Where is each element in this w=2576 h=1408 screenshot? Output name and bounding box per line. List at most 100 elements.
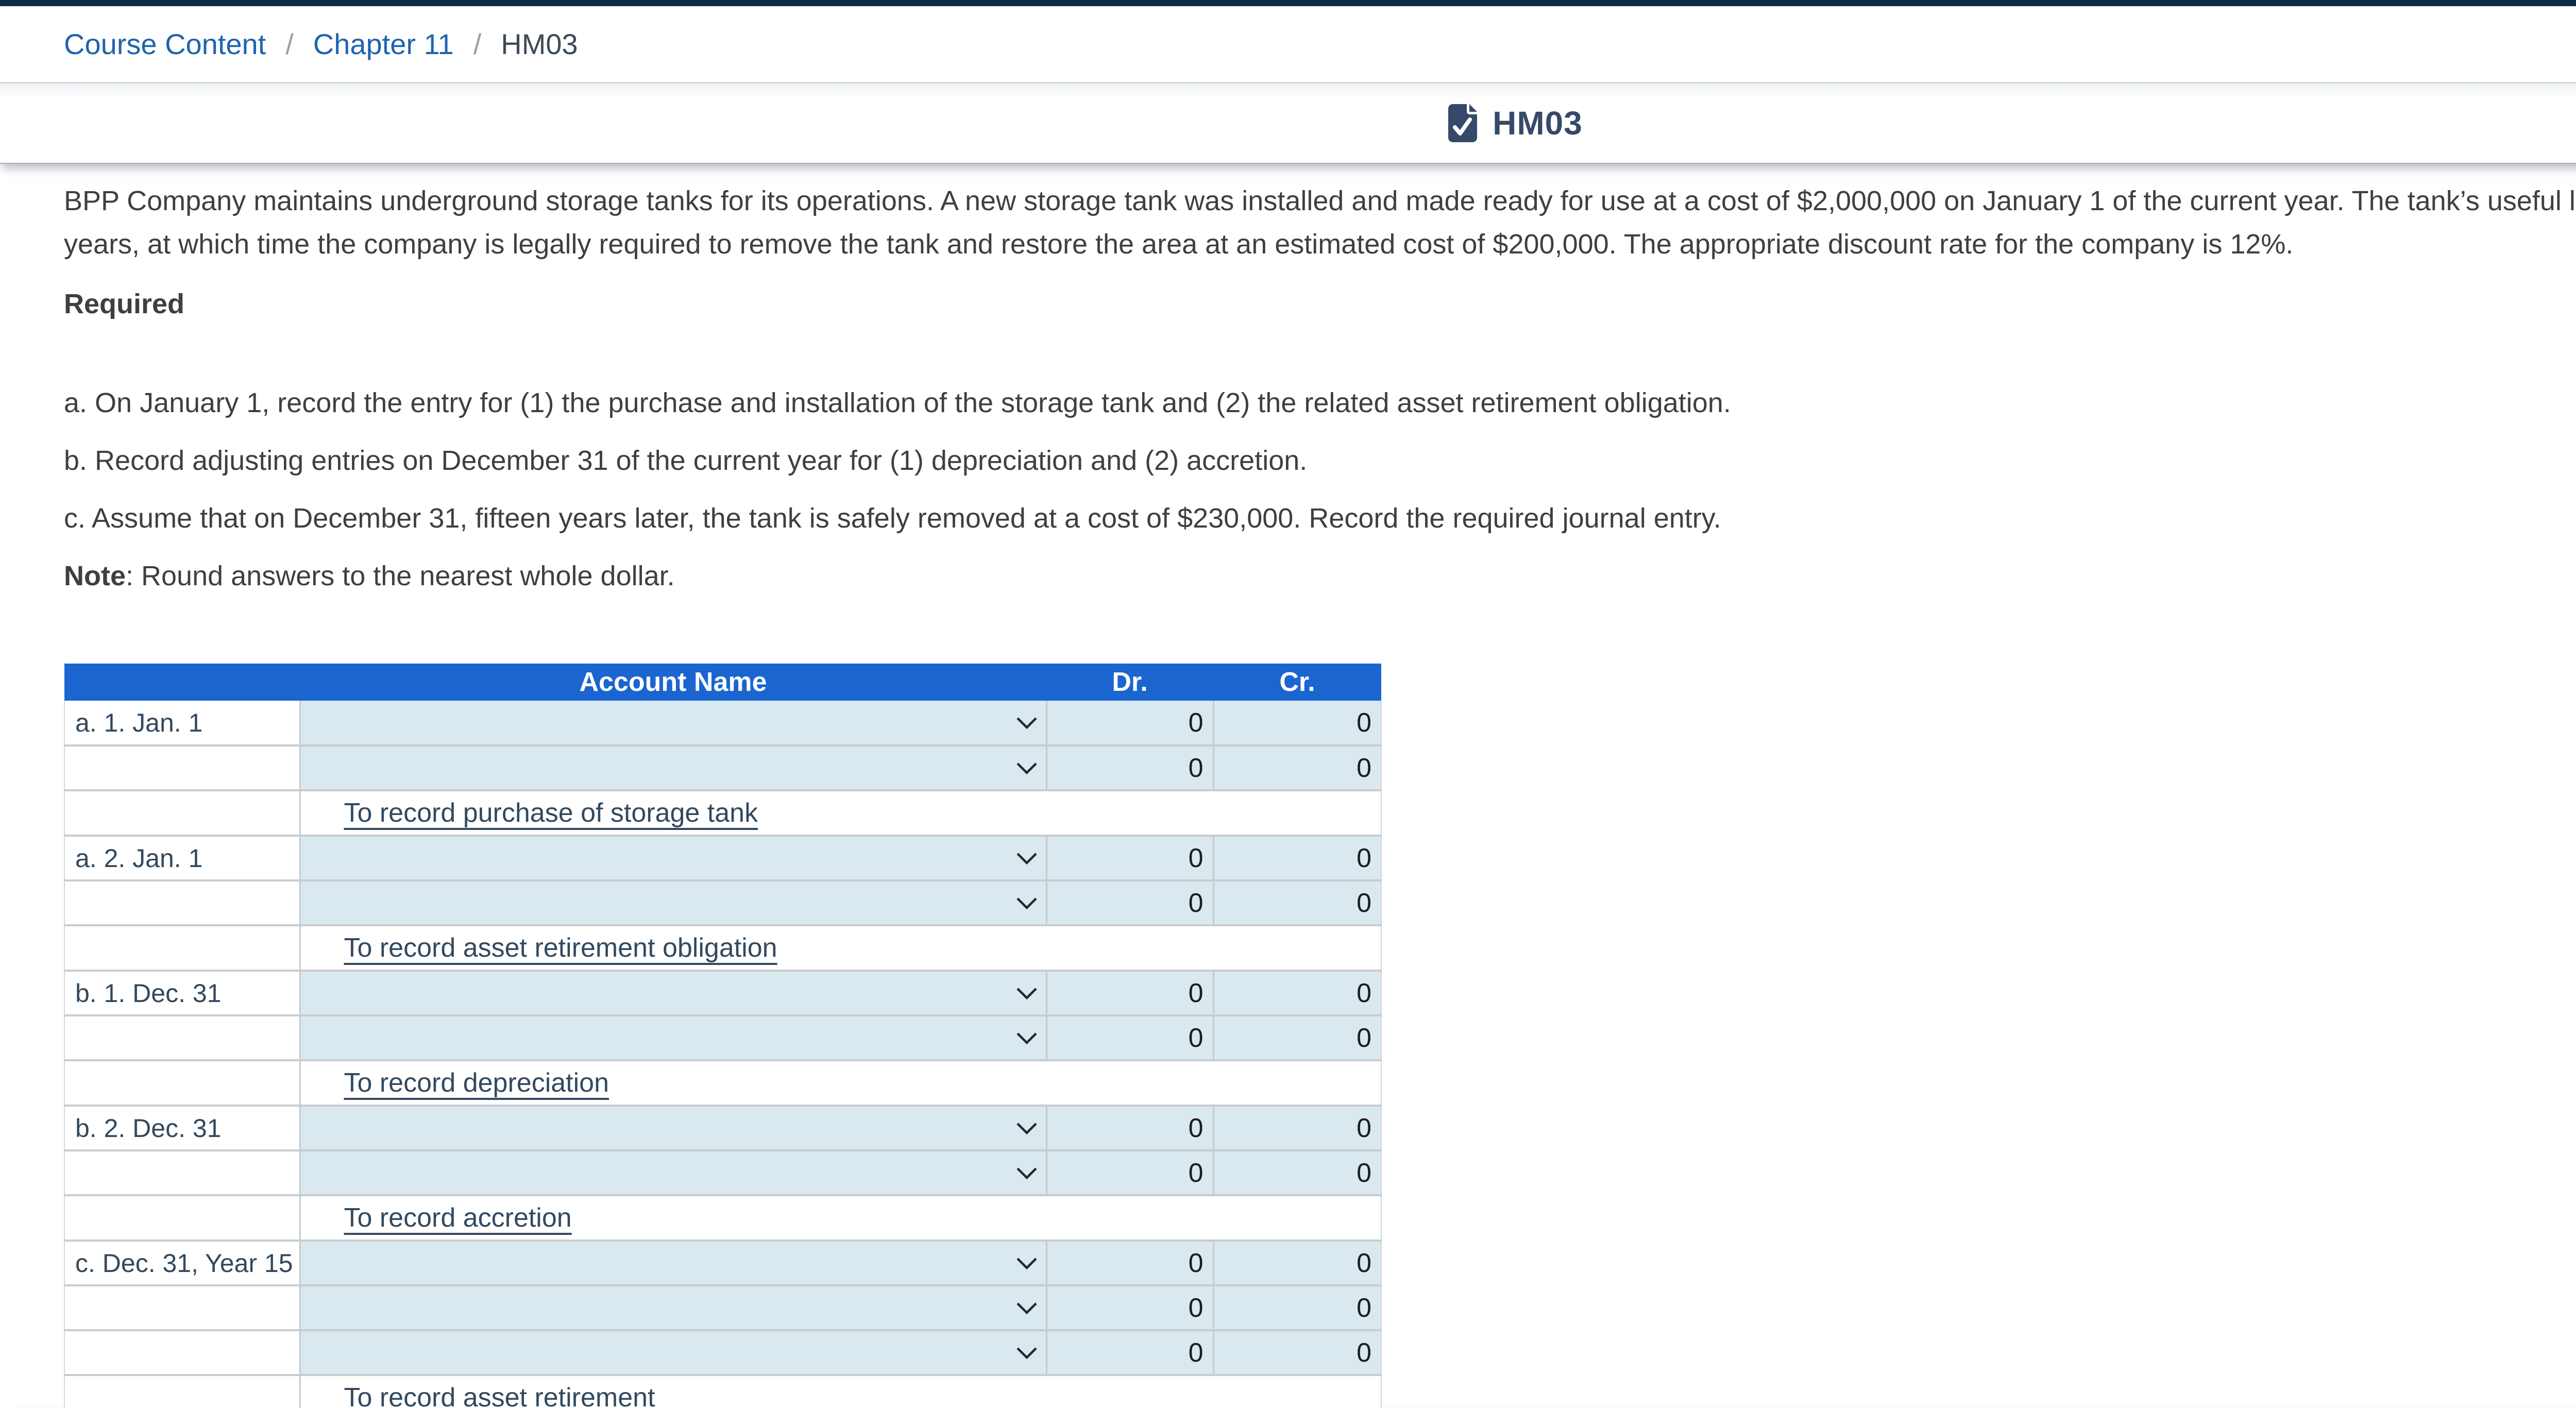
chevron-down-icon [1016,897,1038,909]
credit-input[interactable]: 0 [1212,1241,1382,1286]
memo-label: To record asset retirement obligation [344,933,777,963]
chevron-down-icon [1016,1347,1038,1359]
date-cell [64,745,300,791]
breadcrumb: Course Content / Chapter 11 / HM03 [0,6,2576,83]
account-select[interactable] [299,836,1046,881]
memo-label: To record asset retirement [344,1383,655,1408]
date-cell [64,925,300,972]
credit-input[interactable]: 0 [1212,880,1382,926]
memo-row: To record asset retirement obligation [64,925,1382,972]
top-navy-bar [0,0,2576,6]
account-select[interactable] [299,701,1046,747]
debit-input[interactable]: 0 [1045,880,1213,926]
chevron-down-icon [1016,762,1038,774]
problem-panel: BPP Company maintains underground storag… [0,164,2576,1408]
chevron-down-icon [1016,717,1038,729]
breadcrumb-separator: / [473,28,482,60]
debit-input[interactable]: 0 [1045,745,1213,791]
debit-input[interactable]: 0 [1045,1150,1213,1196]
credit-input[interactable]: 0 [1212,1015,1382,1061]
debit-input[interactable]: 0 [1045,971,1213,1016]
account-select[interactable] [299,971,1046,1016]
breadcrumb-link-chapter[interactable]: Chapter 11 [313,28,454,60]
account-select[interactable] [299,1241,1046,1286]
date-cell: a. 1. Jan. 1 [64,701,300,747]
credit-blank-cell [1213,790,1382,837]
journal-row: c. Dec. 31, Year 15 0 0 [64,1241,1382,1286]
account-select[interactable] [299,745,1046,791]
date-cell [64,1195,300,1242]
debit-column-header: Dr. [1046,664,1213,701]
breadcrumb-current-page: HM03 [501,28,578,60]
date-cell [64,790,300,837]
credit-input[interactable]: 0 [1212,1285,1382,1331]
chevron-down-icon [1016,1167,1038,1179]
journal-entry-table: Account Name Dr. Cr. a. 1. Jan. 1 0 0 0 … [64,664,1382,1408]
content-scroll-area: BPP Company maintains underground storag… [0,164,2576,1408]
breadcrumb-link-course-content[interactable]: Course Content [64,28,266,60]
credit-input[interactable]: 0 [1212,1150,1382,1196]
memo-cell: To record asset retirement obligation [299,925,1046,972]
debit-input[interactable]: 0 [1045,701,1213,747]
requirement-b: b. Record adjusting entries on December … [64,445,1308,476]
chevron-down-icon [1016,987,1038,999]
credit-blank-cell [1213,1195,1382,1242]
memo-cell: To record depreciation [299,1060,1046,1107]
breadcrumb-separator: / [285,28,294,60]
credit-input[interactable]: 0 [1212,836,1382,881]
debit-input[interactable]: 0 [1045,1106,1213,1151]
credit-input[interactable]: 0 [1212,701,1382,747]
account-select[interactable] [299,1106,1046,1151]
memo-row: To record depreciation [64,1060,1382,1107]
credit-blank-cell [1213,925,1382,972]
journal-row: 0 0 [64,880,1382,926]
chevron-down-icon [1016,852,1038,864]
memo-cell: To record asset retirement [299,1375,1046,1408]
date-cell: b. 1. Dec. 31 [64,971,300,1016]
memo-label: To record depreciation [344,1068,609,1098]
note-label: Note [64,561,126,591]
credit-input[interactable]: 0 [1212,745,1382,791]
journal-row: a. 1. Jan. 1 0 0 [64,701,1382,747]
credit-column-header: Cr. [1213,664,1381,701]
account-select[interactable] [299,1015,1046,1061]
debit-input[interactable]: 0 [1045,836,1213,881]
debit-blank-cell [1046,1375,1213,1408]
chevron-down-icon [1016,1032,1038,1044]
chevron-down-icon [1016,1257,1038,1269]
date-cell: b. 2. Dec. 31 [64,1106,300,1151]
account-select[interactable] [299,1150,1046,1196]
account-select[interactable] [299,1330,1046,1376]
debit-input[interactable]: 0 [1045,1330,1213,1376]
note-text: Note: Round answers to the nearest whole… [64,561,675,591]
debit-blank-cell [1046,790,1213,837]
debit-input[interactable]: 0 [1045,1241,1213,1286]
credit-blank-cell [1213,1375,1382,1408]
debit-input[interactable]: 0 [1045,1015,1213,1061]
date-cell [64,1060,300,1107]
memo-cell: To record accretion [299,1195,1046,1242]
credit-input[interactable]: 0 [1212,1330,1382,1376]
credit-input[interactable]: 0 [1212,971,1382,1016]
journal-row: 0 0 [64,745,1382,791]
chevron-down-icon [1016,1302,1038,1314]
memo-label: To record accretion [344,1203,572,1233]
memo-label: To record purchase of storage tank [344,798,758,828]
memo-row: To record accretion [64,1195,1382,1242]
debit-input[interactable]: 0 [1045,1285,1213,1331]
problem-intro-text: BPP Company maintains underground storag… [64,185,2576,260]
date-column-header [64,664,300,701]
journal-row: 0 0 [64,1285,1382,1331]
date-cell [64,1285,300,1331]
account-select[interactable] [299,1285,1046,1331]
date-cell [64,1330,300,1376]
memo-cell: To record purchase of storage tank [299,790,1046,837]
account-select[interactable] [299,880,1046,926]
credit-input[interactable]: 0 [1212,1106,1382,1151]
date-cell: a. 2. Jan. 1 [64,836,300,881]
debit-blank-cell [1046,1060,1213,1107]
debit-blank-cell [1046,1195,1213,1242]
document-check-icon [1448,104,1478,142]
memo-row: To record asset retirement [64,1375,1382,1408]
required-heading: Required [64,289,185,319]
